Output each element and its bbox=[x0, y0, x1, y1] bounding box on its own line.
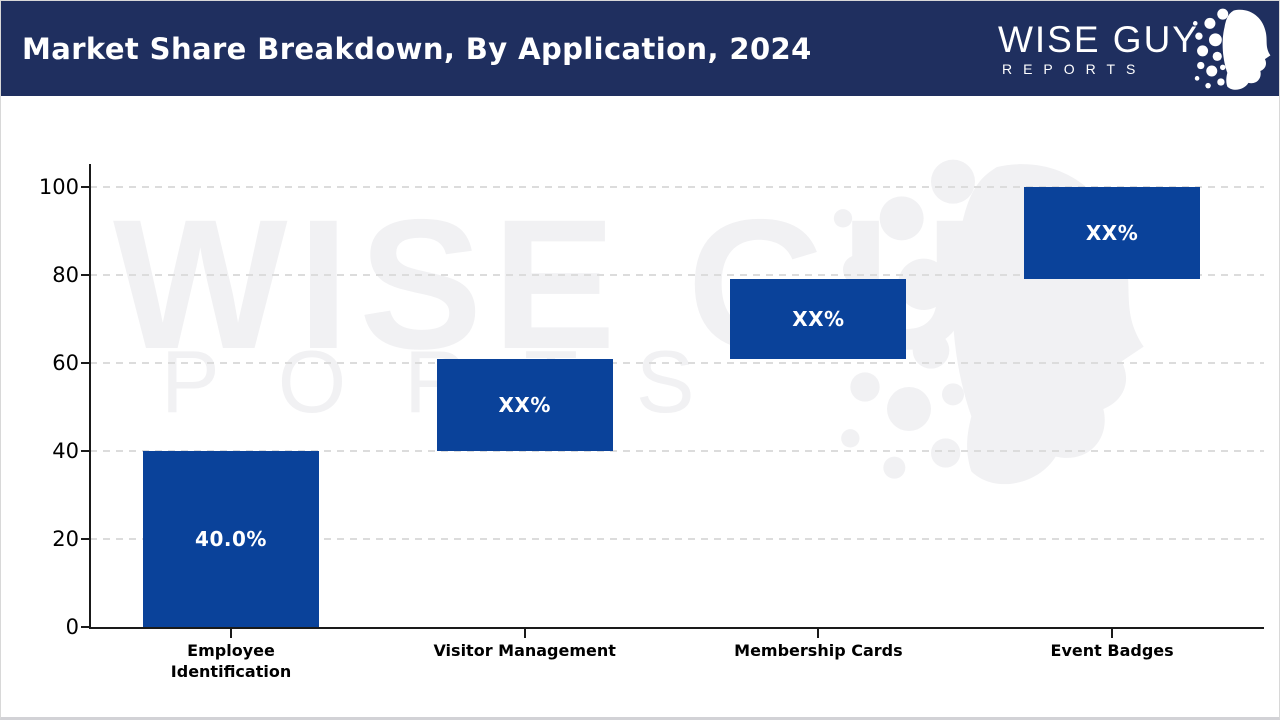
y-tick-label: 60 bbox=[52, 351, 79, 375]
y-axis-line bbox=[89, 164, 91, 629]
y-tick-mark bbox=[81, 362, 90, 364]
x-tick-label: Event Badges bbox=[1050, 641, 1174, 660]
bar-employee-identification: 40.0% bbox=[143, 451, 319, 627]
gridline-y60 bbox=[90, 362, 1264, 364]
gridline-y40 bbox=[90, 450, 1264, 452]
gridline-y20 bbox=[90, 538, 1264, 540]
logo-wiseguy-text: WISE GUY bbox=[997, 18, 1199, 60]
x-tick-mark bbox=[523, 629, 526, 638]
x-tick-label: Membership Cards bbox=[734, 641, 903, 660]
logo-wordmark: WISE GUY REPORTS bbox=[997, 18, 1199, 78]
y-tick-mark bbox=[81, 186, 90, 188]
y-tick-label: 40 bbox=[52, 439, 79, 463]
x-tick-label: Visitor Management bbox=[433, 641, 616, 660]
bar-membership-cards: XX% bbox=[730, 279, 907, 359]
y-tick-label: 0 bbox=[65, 615, 79, 639]
page-title: Market Share Breakdown, By Application, … bbox=[22, 31, 812, 66]
gridline-y100 bbox=[90, 186, 1264, 188]
bar-visitor-management: XX% bbox=[436, 358, 613, 451]
wise-guy-head-icon bbox=[1192, 8, 1271, 90]
bar-value-label: XX% bbox=[792, 306, 845, 331]
x-tick-mark bbox=[1111, 629, 1114, 638]
bar-value-label: 40.0% bbox=[195, 527, 267, 551]
y-tick-label: 20 bbox=[52, 527, 79, 551]
y-tick-mark bbox=[81, 626, 90, 628]
y-tick-mark bbox=[81, 538, 90, 540]
gridline-y80 bbox=[90, 274, 1264, 276]
header: Market Share Breakdown, By Application, … bbox=[1, 1, 1279, 96]
bar-value-label: XX% bbox=[1085, 221, 1139, 246]
logo-reports-text: REPORTS bbox=[1001, 61, 1147, 78]
y-tick-mark bbox=[81, 450, 90, 452]
y-tick-label: 80 bbox=[52, 263, 79, 287]
logo: WISE GUY REPORTS bbox=[998, 5, 1273, 93]
x-axis-line bbox=[89, 627, 1264, 629]
y-tick-mark bbox=[81, 274, 90, 276]
y-tick-label: 100 bbox=[38, 175, 79, 199]
x-tick-mark bbox=[817, 629, 820, 638]
x-tick-mark bbox=[230, 629, 232, 638]
market-share-chart: 40.0% XX% XX% XX% 0 20 40 60 80 100 Employee Iden… bbox=[1, 96, 1279, 717]
bar-event-badges: XX% bbox=[1024, 187, 1201, 280]
bar-value-label: XX% bbox=[498, 392, 551, 417]
x-tick-label: Employee Identification bbox=[170, 641, 292, 681]
